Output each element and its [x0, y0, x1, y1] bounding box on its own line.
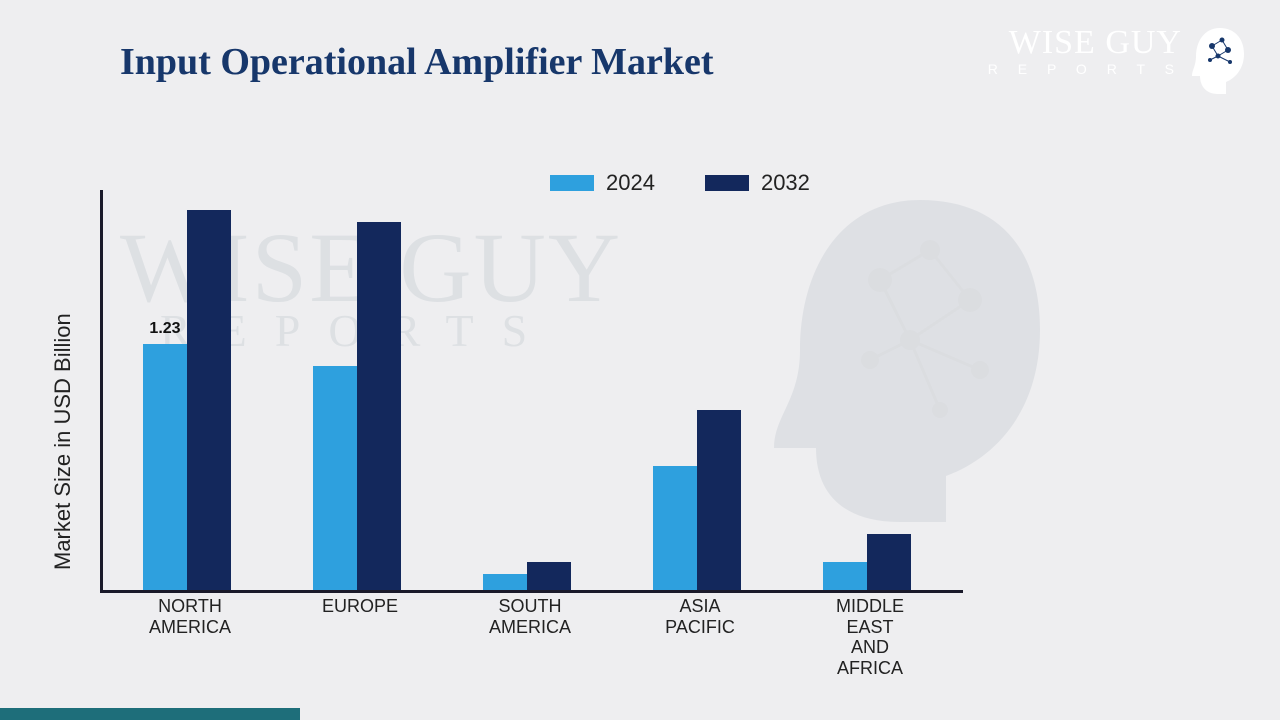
stage: WISE GUY R E P O R T S Input Operational…	[0, 0, 1280, 720]
x-axis-category-label: EUROPE	[300, 596, 420, 617]
bar	[483, 574, 527, 590]
logo-sub-text: R E P O R T S	[988, 62, 1182, 76]
legend-swatch-2032	[705, 175, 749, 191]
x-axis-category-label: MIDDLEEASTANDAFRICA	[810, 596, 930, 679]
bar	[867, 534, 911, 590]
legend-swatch-2024	[550, 175, 594, 191]
y-axis-label: Market Size in USD Billion	[50, 313, 76, 570]
logo-head-icon	[1190, 26, 1250, 96]
x-axis-category-label: SOUTHAMERICA	[470, 596, 590, 637]
bar-data-label: 1.23	[135, 320, 195, 338]
bar-chart: 1.23	[100, 190, 963, 593]
chart-plot-area: 1.23	[103, 190, 963, 590]
x-axis-category-label: NORTHAMERICA	[130, 596, 250, 637]
bar	[357, 222, 401, 590]
bar	[653, 466, 697, 590]
bottom-accent-bar	[0, 708, 300, 720]
x-axis-labels: NORTHAMERICA EUROPE SOUTHAMERICA ASIAPACIFI…	[100, 596, 960, 716]
bar	[313, 366, 357, 590]
x-axis-category-label: ASIAPACIFIC	[640, 596, 760, 637]
bar	[527, 562, 571, 590]
bar	[697, 410, 741, 590]
bar	[187, 210, 231, 590]
bar	[823, 562, 867, 590]
brand-logo: WISE GUY R E P O R T S	[988, 26, 1250, 96]
bar	[143, 344, 187, 590]
logo-main-text: WISE GUY	[1009, 26, 1182, 60]
chart-title: Input Operational Amplifier Market	[120, 40, 714, 84]
